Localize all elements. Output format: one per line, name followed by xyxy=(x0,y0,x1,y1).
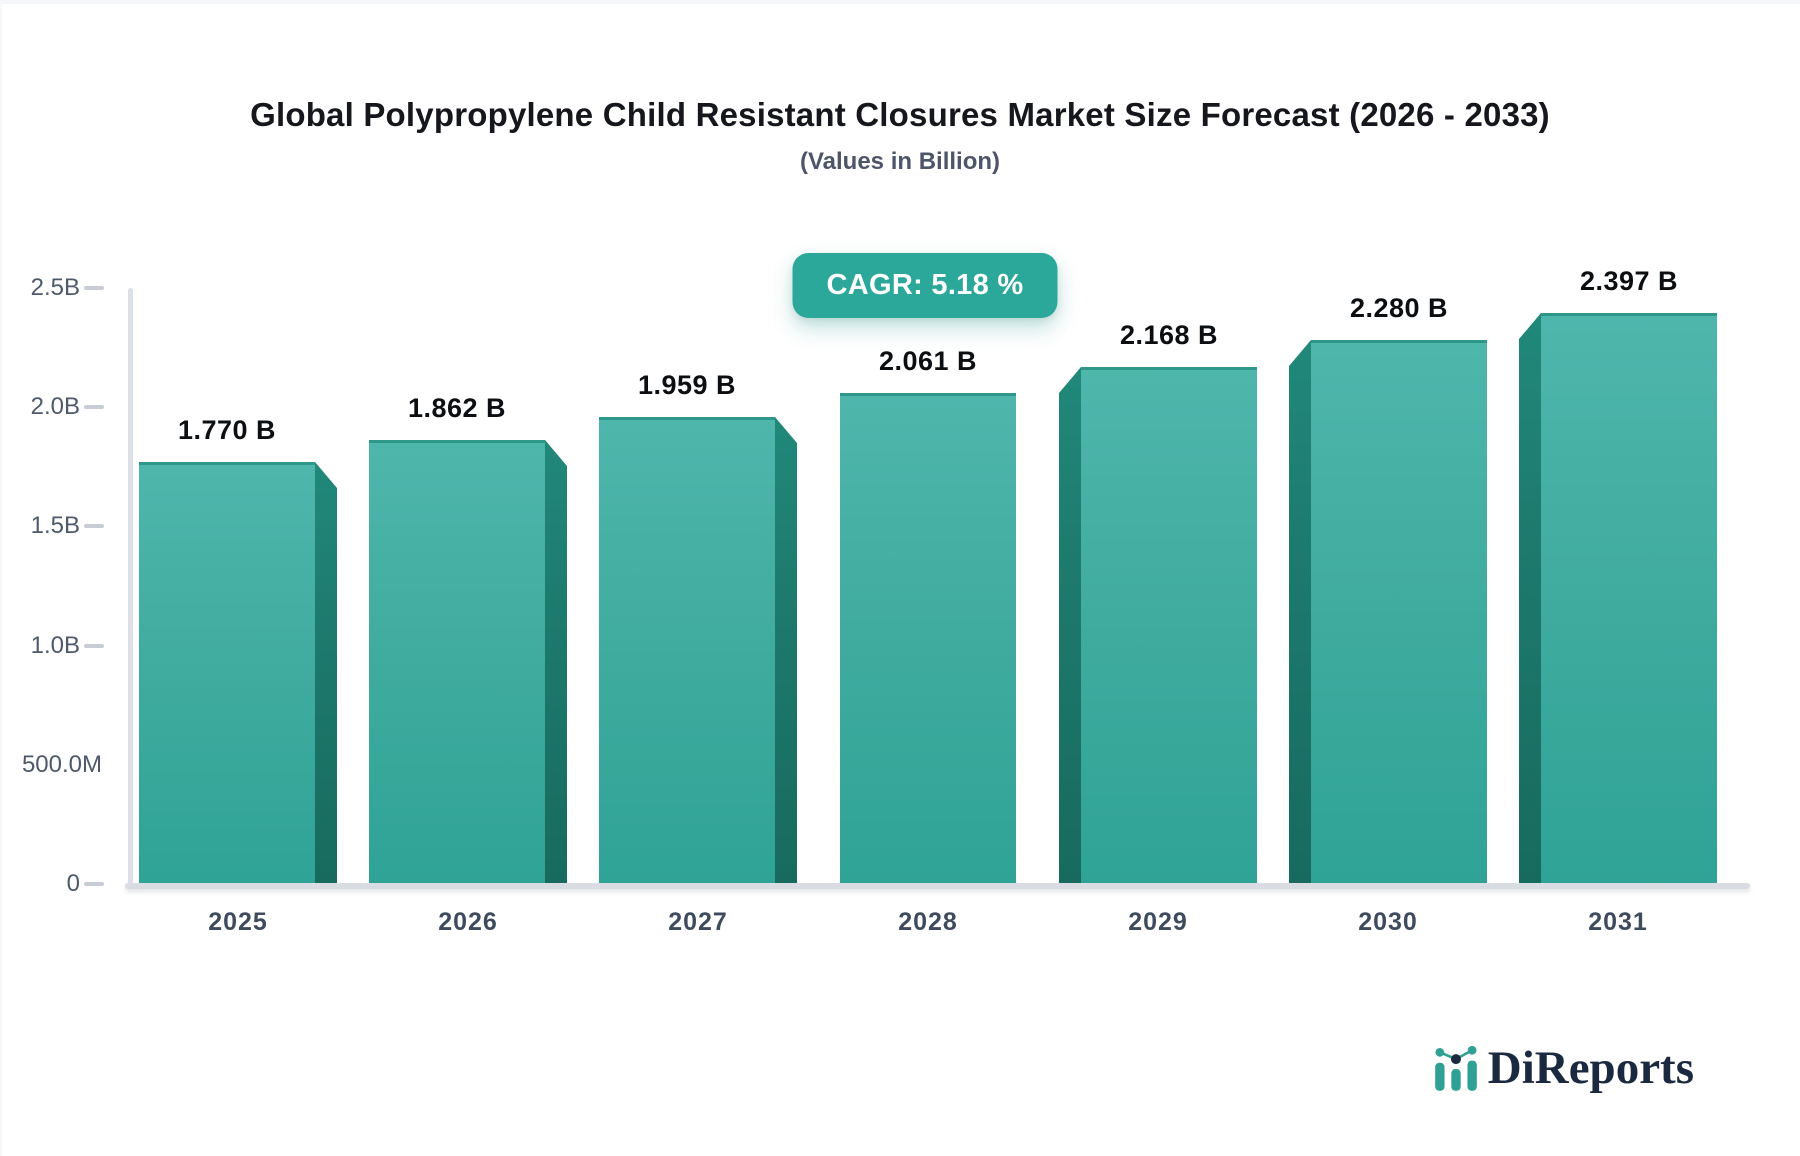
bar-2031 xyxy=(1541,313,1717,884)
bar-2026 xyxy=(369,440,545,884)
y-axis-tick-label: 1.0B xyxy=(30,631,80,659)
bar-side-2027 xyxy=(775,417,797,884)
x-axis-label: 2031 xyxy=(1588,908,1648,936)
bar-2029 xyxy=(1081,367,1257,884)
cagr-badge-label: CAGR: 5.18 % xyxy=(826,269,1024,301)
y-axis-tick-mark xyxy=(84,286,104,290)
bar-side-2029 xyxy=(1059,367,1081,884)
bar-side-2031 xyxy=(1519,313,1541,884)
y-axis-tick-mark xyxy=(84,524,104,529)
bar-2027 xyxy=(599,417,775,884)
x-axis-label: 2028 xyxy=(898,908,958,936)
chart-subtitle: (Values in Billion) xyxy=(799,148,1001,175)
y-axis-tick-label: 500.0M xyxy=(21,750,102,778)
brand-logo: DiReports xyxy=(1433,1040,1694,1096)
cagr-badge: CAGR: 5.18 % xyxy=(792,253,1058,318)
y-axis-line xyxy=(128,288,133,885)
y-axis-tick-label: 2.0B xyxy=(30,393,80,421)
bar-side-2026 xyxy=(545,440,567,884)
y-axis-tick-mark xyxy=(84,643,104,648)
bar-value-label: 2.061 B xyxy=(878,346,978,376)
x-axis-line xyxy=(125,883,1750,889)
bar-2025 xyxy=(139,462,315,884)
bar-value-label: 1.862 B xyxy=(407,393,507,423)
x-axis-label: 2027 xyxy=(668,908,728,936)
bar-side-2025 xyxy=(315,462,337,884)
bar-2028 xyxy=(840,393,1016,884)
page-top-border xyxy=(0,0,1800,4)
bar-value-label: 2.397 B xyxy=(1579,266,1679,296)
x-axis-label: 2029 xyxy=(1128,908,1188,936)
x-axis-label: 2025 xyxy=(208,908,268,936)
y-axis-tick-label: 2.5B xyxy=(30,274,80,301)
x-axis-label: 2030 xyxy=(1358,908,1418,936)
bar-side-2030 xyxy=(1289,340,1311,884)
brand-logo-icon xyxy=(1434,1045,1477,1091)
page-left-border xyxy=(0,0,2,1156)
bar-value-label: 1.959 B xyxy=(637,370,737,400)
y-axis-tick-label: 1.5B xyxy=(30,512,80,540)
bar-value-label: 2.168 B xyxy=(1119,320,1219,350)
brand-logo-text: DiReports xyxy=(1487,1042,1694,1094)
bar-value-label: 2.280 B xyxy=(1349,293,1449,323)
bar-value-label: 1.770 B xyxy=(177,415,277,445)
y-axis-tick-label: 0 xyxy=(66,870,80,897)
chart-title: Global Polypropylene Child Resistant Clo… xyxy=(250,96,1550,133)
x-axis-label: 2026 xyxy=(438,908,498,936)
bar-2030 xyxy=(1311,340,1487,884)
y-axis-tick-mark xyxy=(84,405,104,410)
y-axis-tick-mark xyxy=(84,882,104,886)
